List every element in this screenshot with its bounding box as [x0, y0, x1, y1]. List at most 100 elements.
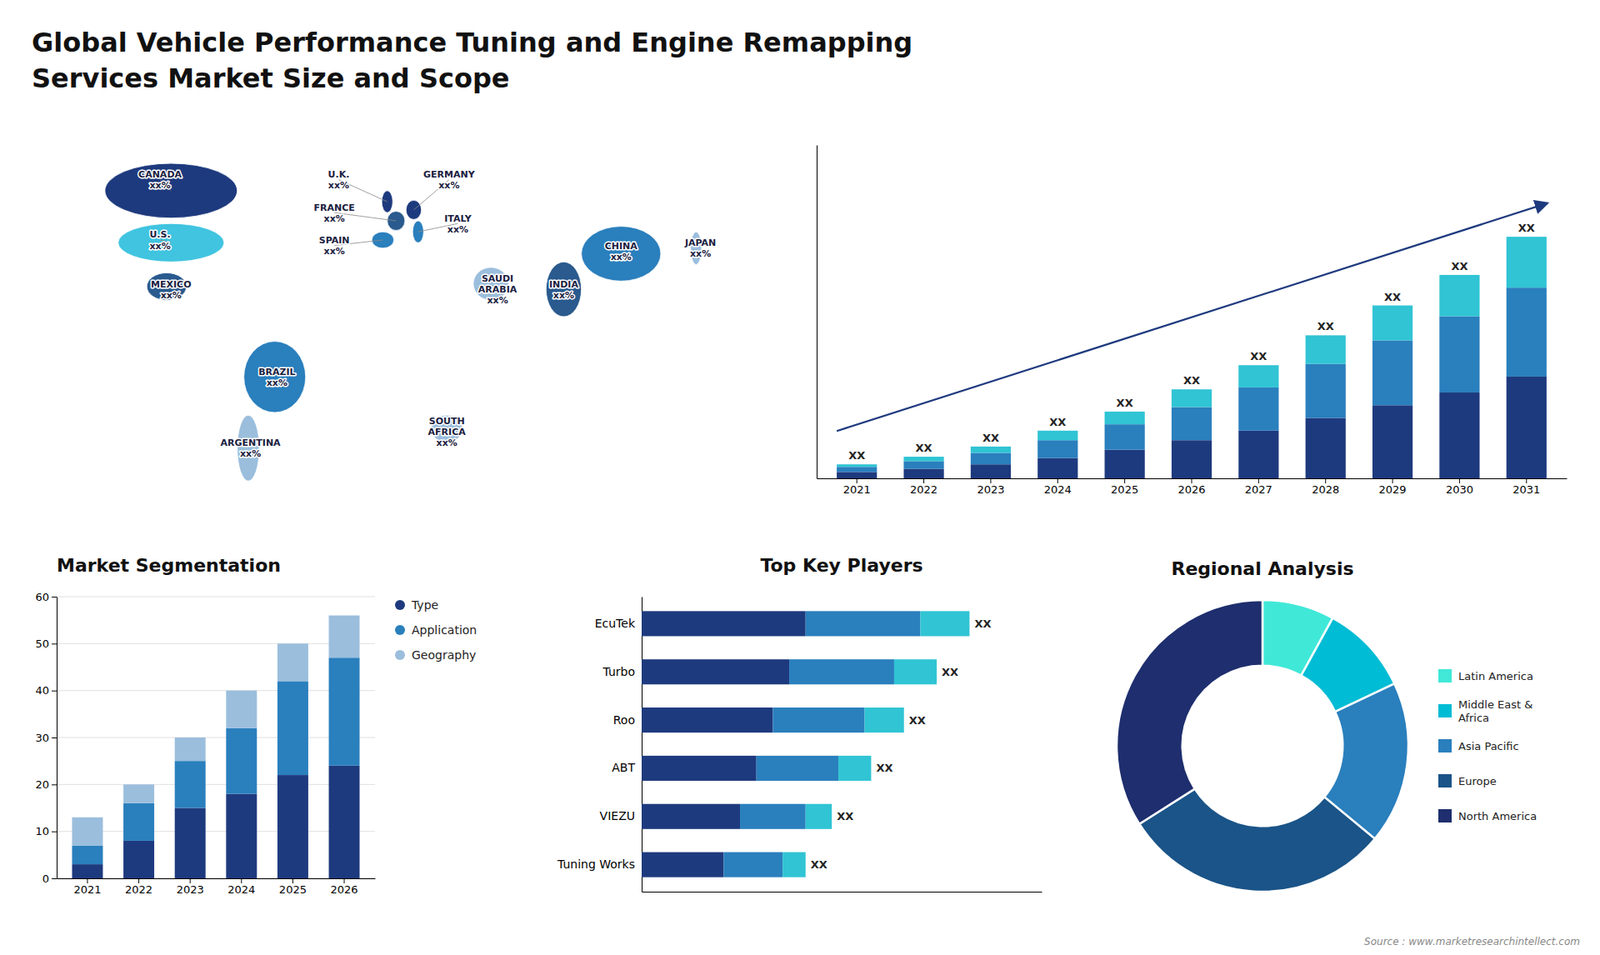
tick: 0 [42, 872, 57, 885]
y-axis: EcuTekTurboRooABTVIEZUTuning Works [556, 597, 643, 893]
bar [277, 775, 309, 879]
text-line: Europe [1458, 775, 1497, 788]
tick-label: 50 [35, 637, 50, 650]
tick-label: 2031 [1512, 483, 1540, 496]
text-line: xx% [324, 212, 345, 224]
grid-line [56, 784, 375, 785]
slice [1139, 789, 1375, 892]
bar [865, 707, 905, 733]
grid-line [56, 690, 375, 691]
bars [641, 610, 970, 877]
bar [970, 452, 1011, 465]
tick: 60 [35, 590, 57, 604]
bars [71, 615, 360, 879]
legend-label: Type [410, 598, 439, 612]
data-label: XX [836, 810, 854, 823]
legend-label: Latin America [1458, 670, 1534, 683]
bar [1506, 236, 1547, 288]
data-label: XX [1518, 221, 1535, 235]
legend-label: North America [1458, 810, 1537, 823]
text-line: xx% [328, 180, 350, 191]
tick-label: 2023 [976, 483, 1005, 496]
text-line: xx% [610, 250, 632, 262]
legend-swatch [395, 625, 405, 635]
y-axis [816, 145, 818, 480]
tick-mark [51, 643, 57, 645]
legend: Type Application Geography [395, 598, 477, 662]
trend-arrow [836, 203, 1547, 431]
text-line: INDIA [549, 278, 580, 290]
tick-mark [190, 878, 191, 884]
grid-line [56, 878, 375, 880]
axis-line [56, 597, 58, 880]
bar-chart: Top Key PlayersEcuTekTurboRooABTVIEZUTun… [556, 555, 1043, 893]
data-label: XX [810, 858, 828, 871]
text-line: ARGENTINA [220, 437, 282, 449]
data-label: XX [1450, 260, 1468, 273]
axis-line [641, 597, 643, 893]
bar [1238, 387, 1279, 431]
tick: 2029 [1379, 478, 1407, 496]
tick: 2026 [330, 878, 358, 896]
tick: ABT [611, 760, 642, 775]
legend-item: North America [1438, 809, 1537, 823]
legend-item: Application [395, 623, 477, 637]
country-label: INDIAxx% [549, 278, 580, 300]
text-line: SAUDI [481, 272, 514, 284]
bar [225, 728, 257, 795]
tick-label: ABT [611, 760, 635, 775]
country-label: GERMANYxx% [423, 169, 476, 191]
data-label: XX [982, 431, 1000, 445]
bar [1372, 340, 1413, 405]
country-label: ITALYxx% [444, 212, 473, 235]
tick: Turbo [601, 665, 642, 679]
country-label: U.K.xx% [328, 169, 350, 191]
grid-line [56, 596, 375, 598]
bar [277, 643, 309, 681]
tick-mark [292, 878, 294, 884]
tick-label: 2025 [1110, 483, 1139, 496]
legend: Latin AmericaMiddle East &AfricaAsia Pac… [1438, 669, 1537, 823]
tick: 20 [35, 778, 57, 791]
bar [1037, 430, 1078, 440]
tick-mark [1459, 478, 1460, 484]
text-line: MEXICO [150, 278, 191, 290]
tick-mark [1124, 478, 1125, 484]
tick-mark [1392, 478, 1394, 484]
text-line: xx% [266, 376, 288, 388]
grid-line [56, 830, 375, 832]
bar [903, 469, 944, 479]
tick-label: 2026 [1177, 483, 1205, 496]
text-line: U.S. [149, 229, 170, 240]
bar [329, 765, 360, 879]
tick-label: Roo [613, 713, 635, 727]
tick-label: 2028 [1311, 483, 1340, 496]
data-label: XX [1183, 374, 1200, 387]
text-line: xx% [486, 295, 508, 306]
text-line: AFRICA [428, 426, 467, 438]
legend-item: Type [395, 598, 439, 612]
tick: 2025 [279, 878, 307, 896]
country-shape [105, 163, 238, 219]
bar [71, 864, 103, 879]
axis-line [642, 891, 1043, 893]
tick: 2023 [176, 878, 205, 896]
tick-mark [240, 878, 242, 884]
tick-label: Turbo [601, 665, 635, 679]
bar [641, 610, 806, 636]
data-label: XX [875, 761, 893, 775]
tick-label: Tuning Works [556, 857, 635, 871]
data-label: XX [1116, 396, 1134, 410]
legend-label: Europe [1458, 775, 1497, 788]
bar [756, 755, 839, 781]
chart-title: Regional Analysis [1170, 558, 1354, 580]
bar [1037, 440, 1078, 458]
background [0, 0, 1600, 955]
tick: Tuning Works [556, 857, 642, 871]
legend-item: Geography [395, 648, 476, 662]
bar [123, 803, 155, 841]
x-axis: 202120222023202420252026 [57, 878, 376, 896]
bar [329, 657, 360, 766]
country-shape [545, 261, 581, 317]
bar [1105, 411, 1145, 425]
